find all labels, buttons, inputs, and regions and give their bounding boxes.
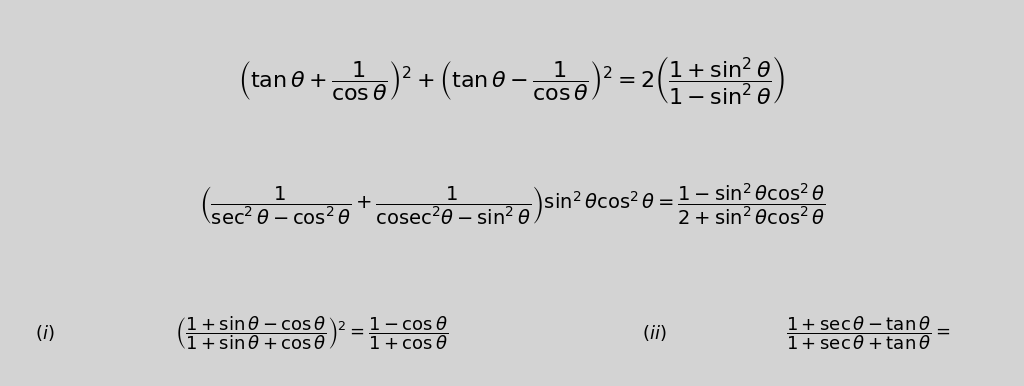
- Text: $(i)$: $(i)$: [35, 323, 55, 343]
- Text: $(ii)$: $(ii)$: [642, 323, 667, 343]
- Text: $\dfrac{1 + \sec\theta - \tan\theta}{1 + \sec\theta + \tan\theta} =$: $\dfrac{1 + \sec\theta - \tan\theta}{1 +…: [786, 314, 950, 352]
- Text: $\left(\dfrac{1 + \sin\theta - \cos\theta}{1 + \sin\theta + \cos\theta}\right)^{: $\left(\dfrac{1 + \sin\theta - \cos\thet…: [175, 314, 447, 352]
- Text: $\left(\tan\theta + \dfrac{1}{\cos\theta}\right)^{2} + \left(\tan\theta - \dfrac: $\left(\tan\theta + \dfrac{1}{\cos\theta…: [239, 54, 785, 105]
- Text: $\left(\dfrac{1}{\sec^2\theta - \cos^2\theta} + \dfrac{1}{\mathrm{cosec}^2\theta: $\left(\dfrac{1}{\sec^2\theta - \cos^2\t…: [199, 181, 825, 227]
